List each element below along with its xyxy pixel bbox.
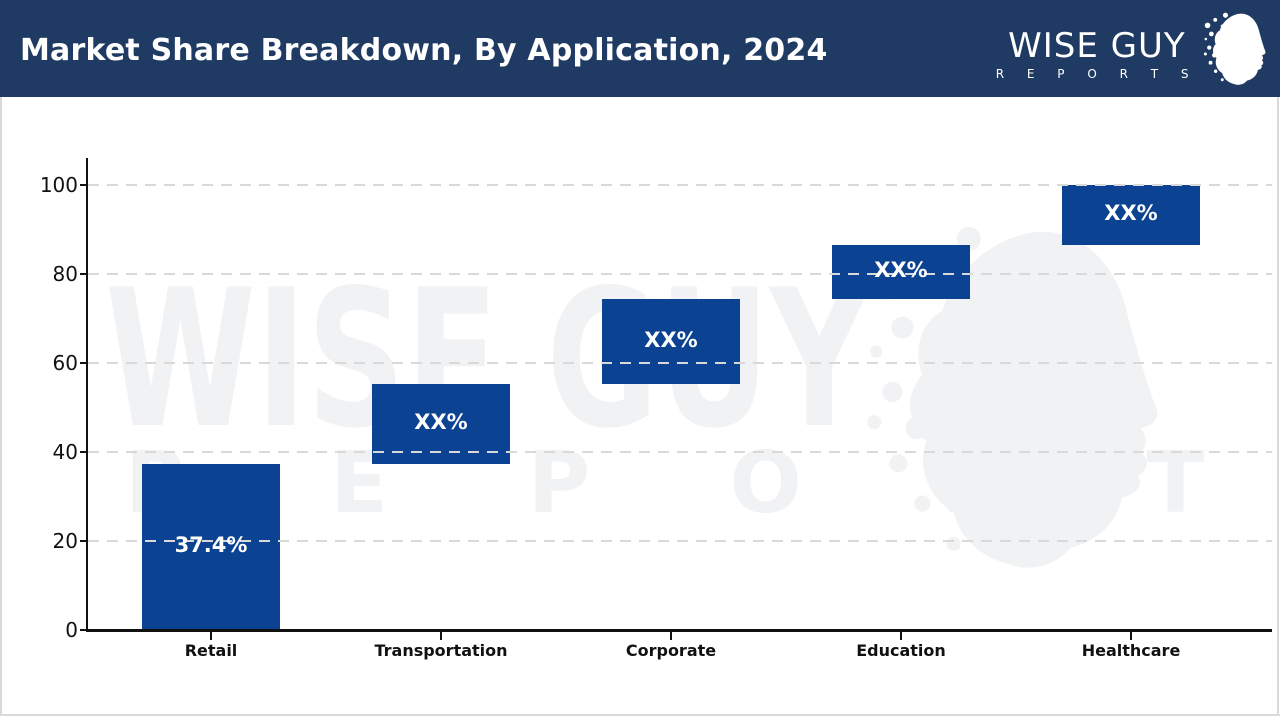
x-axis-tick xyxy=(900,632,902,640)
grid-line-y80 xyxy=(88,273,1272,275)
y-axis-tick xyxy=(80,184,88,186)
x-tick-label-retail: Retail xyxy=(184,641,238,660)
bar-transportation xyxy=(372,383,510,464)
y-axis-tick xyxy=(80,273,88,275)
grid-line-y40 xyxy=(88,451,1272,453)
bar-retail xyxy=(142,463,280,630)
logo-wordmark: WISE GUY R E P O R T S xyxy=(996,26,1198,81)
bar-value-label: XX% xyxy=(874,258,928,283)
bar-value-label: XX% xyxy=(414,409,468,434)
x-tick-label-education: Education xyxy=(856,641,946,660)
logo-wordmark-line2: R E P O R T S xyxy=(995,67,1198,81)
grid-line-y100 xyxy=(88,184,1272,186)
grid-line-y20 xyxy=(88,540,1272,542)
y-tick-label: 80 xyxy=(52,262,78,286)
x-axis-spine xyxy=(86,629,1272,632)
header-banner: Market Share Breakdown, By Application, … xyxy=(0,0,1280,97)
x-tick-label-healthcare: Healthcare xyxy=(1081,641,1181,660)
frame-edge-left xyxy=(0,97,2,716)
bar-value-label: XX% xyxy=(644,327,698,352)
frame-edge-bottom xyxy=(0,714,1280,716)
bar-education xyxy=(832,245,970,300)
y-axis-tick xyxy=(80,451,88,453)
x-axis-tick xyxy=(210,632,212,640)
logo-wordmark-line1: WISE GUY xyxy=(1008,26,1186,66)
y-tick-label: 20 xyxy=(52,529,78,553)
frame-edge-right xyxy=(1277,97,1279,716)
y-tick-label: 0 xyxy=(65,618,78,642)
grid-line-y60 xyxy=(88,362,1272,364)
x-axis-tick xyxy=(440,632,442,640)
logo-face-icon xyxy=(1203,12,1266,85)
y-tick-label: 40 xyxy=(52,440,78,464)
bar-value-label: 37.4% xyxy=(174,532,248,557)
x-tick-label-transportation: Transportation xyxy=(374,641,508,660)
y-axis-tick xyxy=(80,540,88,542)
x-axis-tick xyxy=(1130,632,1132,640)
y-axis-tick xyxy=(80,362,88,364)
x-tick-label-corporate: Corporate xyxy=(625,641,717,660)
bar-healthcare xyxy=(1062,185,1200,246)
y-axis-spine xyxy=(86,158,88,632)
y-tick-label: 60 xyxy=(52,351,78,375)
chart-title: Market Share Breakdown, By Application, … xyxy=(20,33,828,68)
bar-value-label: XX% xyxy=(1104,201,1158,226)
x-axis-tick xyxy=(670,632,672,640)
y-tick-label: 100 xyxy=(39,173,78,197)
wiseguy-logo: WISE GUY R E P O R T S xyxy=(996,6,1268,92)
bar-corporate xyxy=(602,299,740,384)
y-axis-tick xyxy=(80,629,88,631)
